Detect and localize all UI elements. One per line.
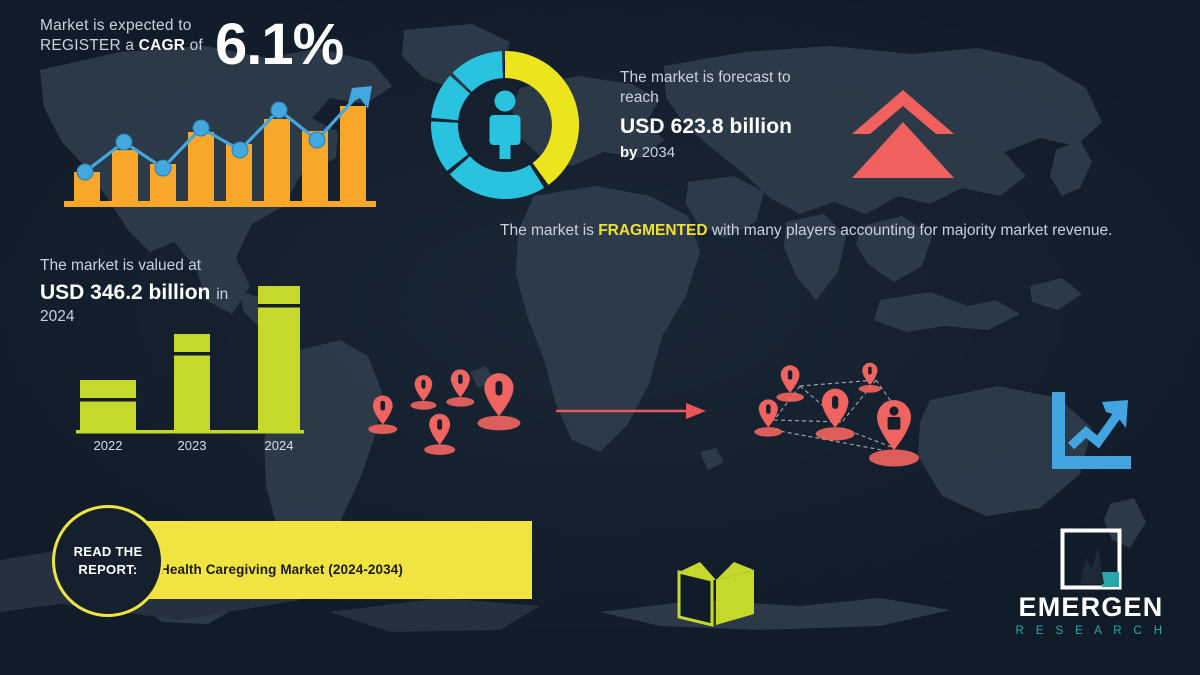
forecast-year: 2034 xyxy=(641,143,676,161)
read-the-report-text: READ THE REPORT: xyxy=(73,544,143,577)
green-bars xyxy=(80,286,300,432)
open-book-icon xyxy=(677,562,754,627)
logo-mark-svg xyxy=(1060,528,1122,590)
cagr-line-2: REGISTER a CAGR of xyxy=(40,36,380,56)
logo-teal-accent xyxy=(1102,572,1119,587)
valued-text-block: The market is valued at USD 346.2 billio… xyxy=(40,256,340,328)
map-pin xyxy=(815,388,855,441)
cagr-text-block: Market is expected to REGISTER a CAGR of xyxy=(40,16,380,57)
logo-tagline: R E S E A R C H xyxy=(1015,625,1167,637)
market-share-donut-chart xyxy=(431,50,580,200)
report-title-label[interactable]: Health Caregiving Market (2024-2034) xyxy=(160,562,403,577)
donut-segment-d xyxy=(452,51,503,92)
donut-segment-a xyxy=(449,156,545,200)
person-glyph xyxy=(887,406,901,430)
chart-bars xyxy=(74,106,366,203)
map-pin xyxy=(754,399,783,437)
logo-square-mark xyxy=(1060,528,1122,590)
cagr-of-label: of xyxy=(185,37,203,55)
bar-divider-2023 xyxy=(174,352,210,356)
rightward-flow-arrow xyxy=(556,403,706,419)
map-pin xyxy=(368,395,398,435)
tick-label-2023: 2023 xyxy=(178,438,207,452)
trend-arrow xyxy=(1102,400,1128,428)
growth-chart-icon xyxy=(1052,392,1131,469)
bar-divider-2024 xyxy=(258,304,300,308)
forecast-text-block: The market is forecast to reach USD 623.… xyxy=(620,68,910,162)
fragmented-text-block: The market is FRAGMENTED with many playe… xyxy=(500,221,1134,241)
chart-baseline xyxy=(64,201,376,207)
cagr-line-1: Market is expected to xyxy=(40,17,192,34)
book-flap-right xyxy=(716,562,754,580)
cagr-keyword: CAGR xyxy=(138,37,186,55)
map-pin xyxy=(424,413,456,455)
map-pin xyxy=(858,362,882,393)
book-page-left xyxy=(677,570,714,627)
book-flap-left xyxy=(679,562,716,580)
arrow-chevron-upper xyxy=(852,90,954,134)
map-pin xyxy=(446,369,475,407)
fragmented-highlight: FRAGMENTED xyxy=(598,222,708,239)
emergen-research-logo: EMERGEN R E S E A R C H xyxy=(1006,528,1176,637)
growth-bar-line-chart xyxy=(64,86,376,207)
logo-outline-square xyxy=(1060,528,1122,590)
forecast-line-2: reach xyxy=(620,89,659,107)
forecast-line-1: The market is forecast to xyxy=(620,69,791,86)
tick-label-2022: 2022 xyxy=(94,438,123,452)
trend-polyline xyxy=(1067,411,1122,450)
fragmented-pre: The market is xyxy=(500,222,599,239)
axis-shape xyxy=(1052,392,1131,469)
market-value-bar-chart: 2022 2023 2024 xyxy=(76,286,304,452)
cagr-register-label: REGISTER a xyxy=(40,37,139,55)
donut-segment-leading xyxy=(505,50,580,185)
arrow-triangle-lower xyxy=(852,122,954,178)
logo-wordmark: EMERGEN xyxy=(1018,592,1164,622)
forecast-year-line: by 2034 xyxy=(620,143,910,163)
valued-line-1: The market is valued at xyxy=(40,257,202,274)
trend-markers xyxy=(76,101,326,181)
map-pin xyxy=(776,365,804,402)
flow-arrowhead xyxy=(686,403,706,419)
scattered-location-pins xyxy=(368,369,521,455)
connected-location-pins-network xyxy=(754,362,919,467)
valued-in-label: in xyxy=(216,286,229,304)
bar-divider-2022 xyxy=(80,398,136,402)
map-pin xyxy=(477,373,521,431)
green-chart-baseline xyxy=(76,430,304,434)
read-report-banner[interactable] xyxy=(126,521,532,599)
person-icon xyxy=(489,90,521,159)
valued-year: 2024 xyxy=(40,308,75,326)
donut-segment-c xyxy=(431,75,471,121)
map-pin xyxy=(869,400,919,467)
book-page-right xyxy=(716,570,754,625)
donut-segments xyxy=(431,50,580,200)
trend-arrowhead xyxy=(348,86,372,109)
map-pin xyxy=(410,375,437,410)
donut-segment-b xyxy=(431,121,469,171)
valued-value: USD 346.2 billion xyxy=(40,281,211,305)
valued-value-line: USD 346.2 billion in xyxy=(40,279,340,307)
read-the-report-badge[interactable]: READ THE REPORT: xyxy=(52,505,164,617)
forecast-value: USD 623.8 billion xyxy=(620,114,793,138)
forecast-by-label: by xyxy=(620,143,638,161)
upward-double-arrow-icon xyxy=(852,90,954,178)
logo-mountain-glyph xyxy=(1080,546,1104,584)
fragmented-post: with many players accounting for majorit… xyxy=(707,222,1113,239)
cagr-value: 6.1% xyxy=(215,12,344,77)
tick-label-2024: 2024 xyxy=(265,438,294,452)
green-chart-tick-labels: 2022 2023 2024 xyxy=(94,438,294,452)
